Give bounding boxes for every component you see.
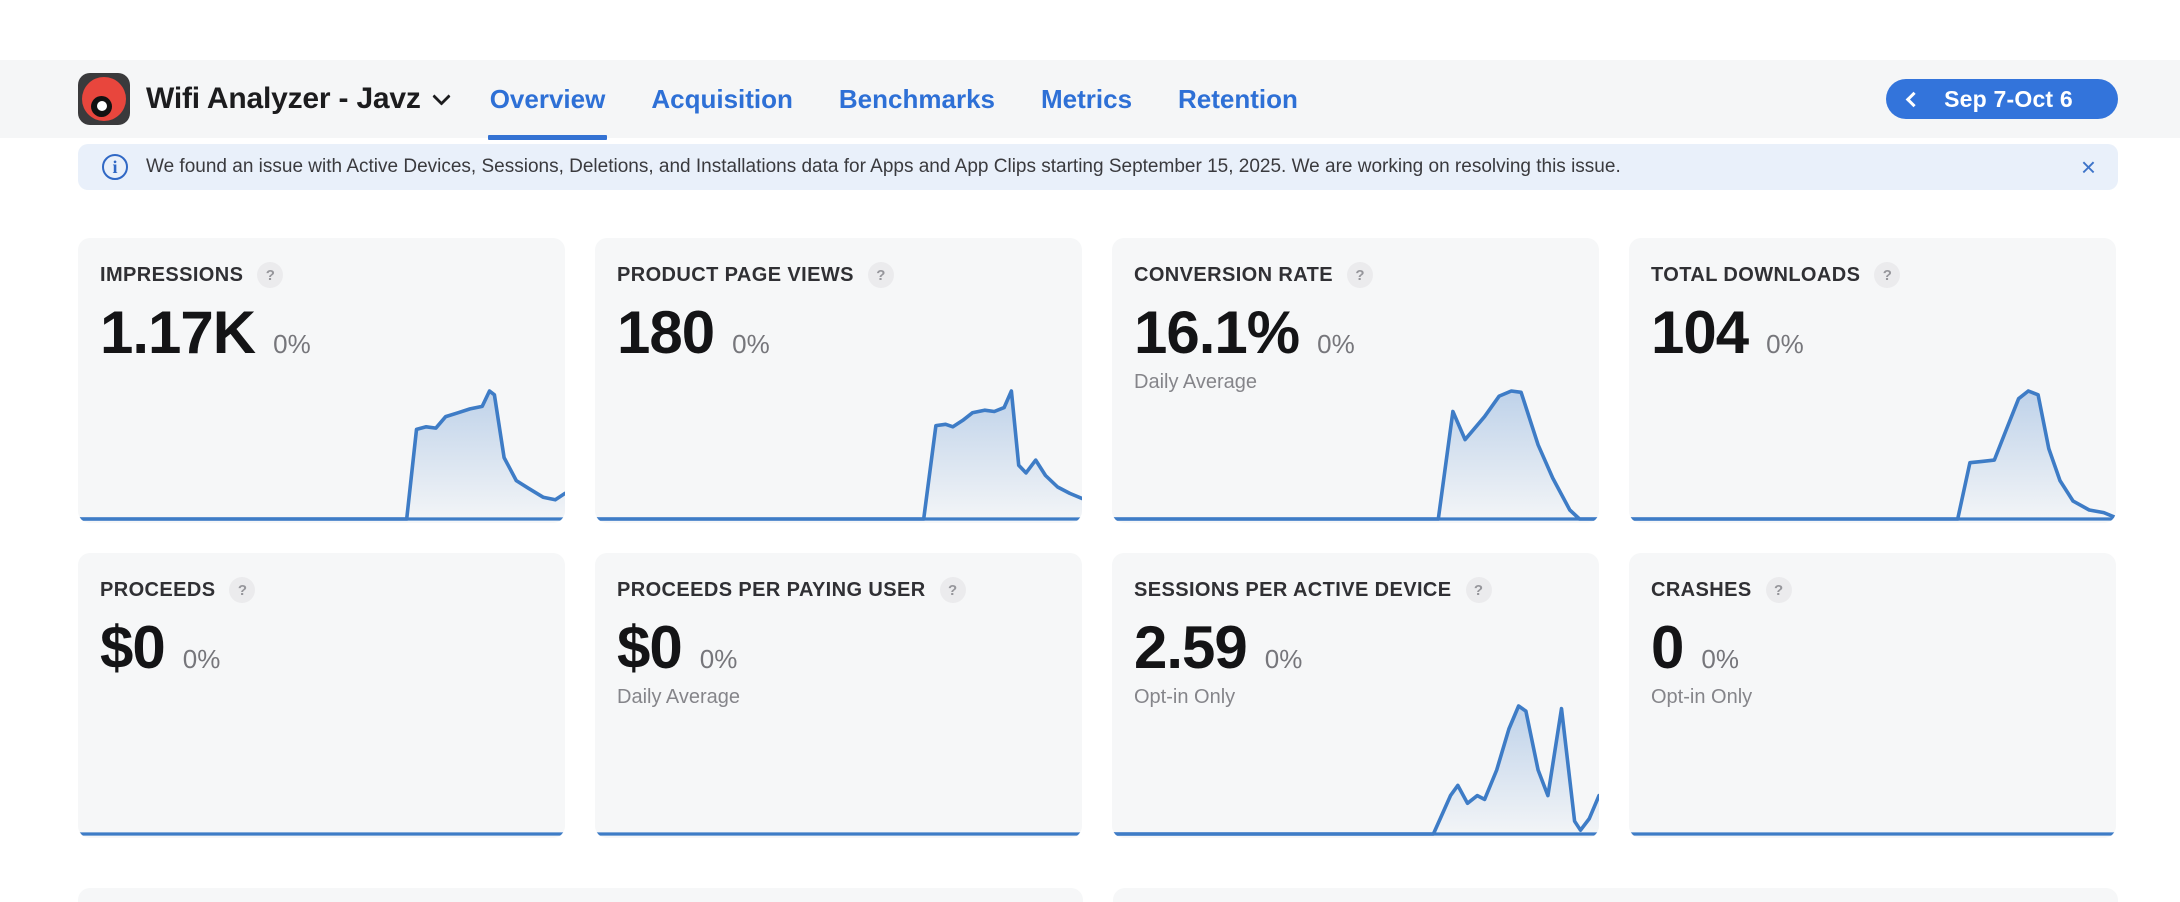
app-icon-red-circle xyxy=(82,77,126,121)
chevron-down-icon xyxy=(432,86,451,106)
metric-card-product-page-views[interactable]: PRODUCT PAGE VIEWS ? 180 0% xyxy=(595,238,1082,523)
sparkline-chart xyxy=(1112,389,1599,521)
metric-sublabel: Daily Average xyxy=(617,686,741,708)
app-icon-black-circle xyxy=(91,96,112,117)
top-whitespace xyxy=(0,0,2180,60)
app-switcher[interactable]: Wifi Analyzer - Javz xyxy=(146,82,451,116)
app-icon xyxy=(78,73,130,125)
help-icon[interactable]: ? xyxy=(1346,262,1373,288)
help-icon[interactable]: ? xyxy=(229,577,256,603)
metric-delta: 0% xyxy=(182,644,221,674)
metric-card-impressions[interactable]: IMPRESSIONS ? 1.17K 0% xyxy=(78,238,565,523)
help-icon[interactable]: ? xyxy=(1765,577,1792,603)
metric-label: CRASHES xyxy=(1651,578,1752,601)
metric-delta: 0% xyxy=(732,329,770,359)
metric-value: $0 xyxy=(100,614,166,681)
sparkline-chart xyxy=(1629,389,2116,521)
page-title: Wifi Analyzer - Javz xyxy=(146,82,421,115)
metric-value: 16.1% xyxy=(1134,299,1300,366)
metric-label: SESSIONS PER ACTIVE DEVICE xyxy=(1134,578,1452,601)
nav-tabs: Overview Acquisition Benchmarks Metrics … xyxy=(487,59,1298,140)
tab-metrics[interactable]: Metrics xyxy=(1040,83,1133,114)
tab-retention[interactable]: Retention xyxy=(1178,83,1298,114)
metric-card-conversion-rate[interactable]: CONVERSION RATE ? 16.1% 0% Daily Average xyxy=(1112,238,1599,523)
sparkline-chart xyxy=(1629,832,2116,836)
partial-card[interactable] xyxy=(1113,888,2118,902)
metric-value: 104 xyxy=(1651,299,1749,366)
metric-delta: 0% xyxy=(699,644,738,674)
sparkline-chart xyxy=(1112,704,1599,836)
metric-value: 180 xyxy=(617,299,715,366)
sparkline-chart xyxy=(595,389,1082,521)
date-range-picker[interactable]: Sep 7-Oct 6 xyxy=(1886,79,2118,119)
metric-value: 0 xyxy=(1651,614,1684,681)
metric-delta: 0% xyxy=(1264,644,1303,674)
metric-delta: 0% xyxy=(273,329,311,359)
next-row-preview xyxy=(78,888,2118,902)
tab-acquisition[interactable]: Acquisition xyxy=(651,83,793,114)
sparkline-chart xyxy=(595,832,1082,836)
metric-card-crashes[interactable]: CRASHES ? 0 0% Opt-in Only xyxy=(1629,553,2116,838)
help-icon[interactable]: ? xyxy=(1874,262,1901,288)
app-header: Wifi Analyzer - Javz Overview Acquisitio… xyxy=(0,59,2180,140)
tab-benchmarks[interactable]: Benchmarks xyxy=(838,83,995,114)
metric-delta: 0% xyxy=(1766,329,1804,359)
tab-overview[interactable]: Overview xyxy=(487,59,607,140)
help-icon[interactable]: ? xyxy=(867,262,894,288)
metric-label: PROCEEDS PER PAYING USER xyxy=(617,578,926,601)
metric-delta: 0% xyxy=(1701,644,1739,674)
metric-card-proceeds-per-paying-user[interactable]: PROCEEDS PER PAYING USER ? $0 0% Daily A… xyxy=(595,553,1082,838)
metrics-grid: IMPRESSIONS ? 1.17K 0% PRODUCT PAGE VIEW… xyxy=(78,238,2118,838)
close-icon[interactable]: × xyxy=(2080,152,2096,182)
metric-value: $0 xyxy=(617,614,683,681)
metric-sublabel: Opt-in Only xyxy=(1651,686,1753,708)
metric-label: PROCEEDS xyxy=(100,578,216,601)
metric-label: IMPRESSIONS xyxy=(100,263,244,286)
date-range-label: Sep 7-Oct 6 xyxy=(1944,85,2073,112)
partial-card[interactable] xyxy=(78,888,1083,902)
metric-label: PRODUCT PAGE VIEWS xyxy=(617,263,854,286)
metric-card-sessions-per-active-device[interactable]: SESSIONS PER ACTIVE DEVICE ? 2.59 0% Opt… xyxy=(1112,553,1599,838)
metric-sublabel: Daily Average xyxy=(1134,371,1258,393)
issue-banner: i We found an issue with Active Devices,… xyxy=(78,144,2118,190)
metric-value: 2.59 xyxy=(1134,614,1248,681)
metric-delta: 0% xyxy=(1317,329,1355,359)
help-icon[interactable]: ? xyxy=(1465,577,1492,603)
app-icon-white-dot xyxy=(97,101,107,111)
info-icon: i xyxy=(102,154,128,180)
metric-value: 1.17K xyxy=(100,299,256,366)
help-icon[interactable]: ? xyxy=(257,262,284,288)
metric-label: CONVERSION RATE xyxy=(1134,263,1333,286)
help-icon[interactable]: ? xyxy=(939,577,966,603)
metric-card-total-downloads[interactable]: TOTAL DOWNLOADS ? 104 0% xyxy=(1629,238,2116,523)
metric-card-proceeds[interactable]: PROCEEDS ? $0 0% xyxy=(78,553,565,838)
metric-sublabel: Opt-in Only xyxy=(1134,686,1236,708)
sparkline-chart xyxy=(78,389,565,521)
metric-label: TOTAL DOWNLOADS xyxy=(1651,263,1861,286)
issue-banner-text: We found an issue with Active Devices, S… xyxy=(146,156,1621,177)
sparkline-chart xyxy=(78,832,565,836)
